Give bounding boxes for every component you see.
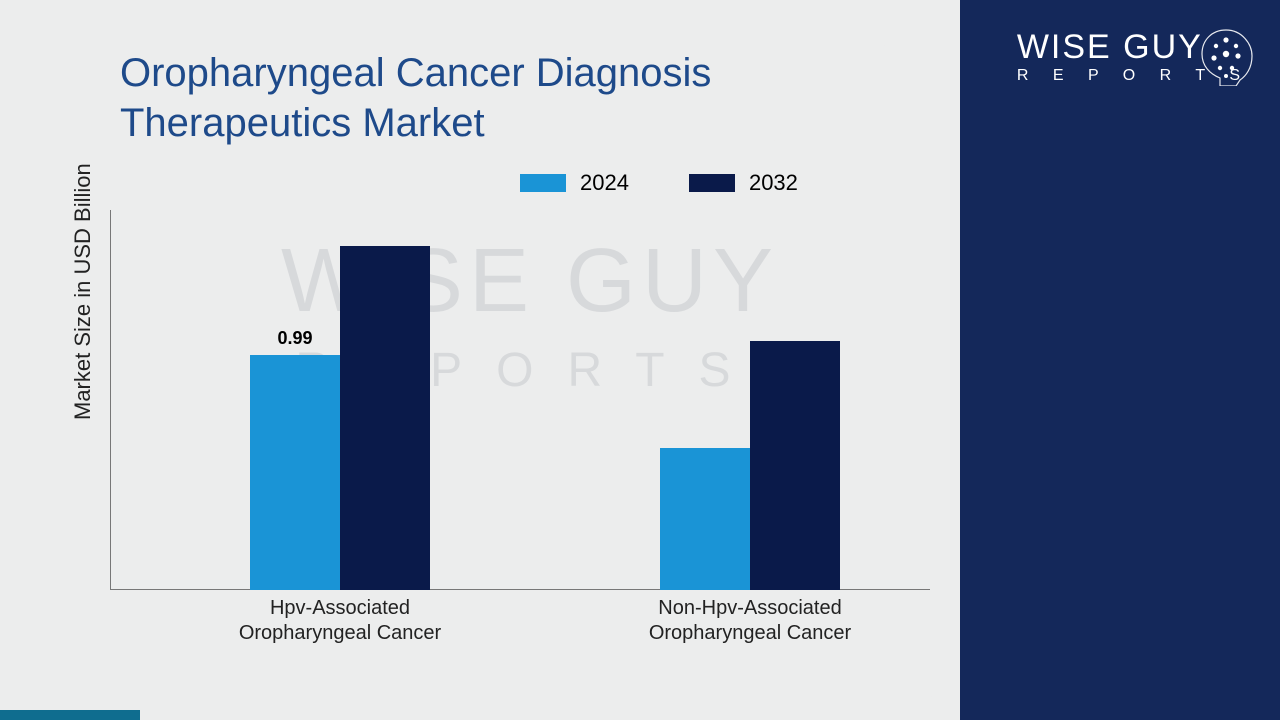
bar [750,341,840,590]
bar [340,246,430,590]
chart-canvas: WISE GUY REPORTS WISE GUY R E P O R T S … [0,0,1280,720]
brand-side-panel [960,0,1280,720]
brand-logo: WISE GUY R E P O R T S [1017,30,1250,84]
chart-title: Oropharyngeal Cancer Diagnosis Therapeut… [120,48,840,148]
legend-item-2024: 2024 [520,170,629,196]
category-label: Non-Hpv-Associated Oropharyngeal Cancer [630,596,870,646]
legend-swatch-2032 [689,174,735,192]
bar-group: Non-Hpv-Associated Oropharyngeal Cancer [660,341,840,590]
logo-head-icon [1196,26,1256,86]
y-axis-line [110,210,111,590]
category-label: Hpv-Associated Oropharyngeal Cancer [220,596,460,646]
plot-area: 0.99Hpv-Associated Oropharyngeal Cancer N… [110,210,930,590]
y-axis-label: Market Size in USD Billion [70,163,96,420]
bar [660,448,750,591]
legend-swatch-2024 [520,174,566,192]
bar-value-label: 0.99 [250,328,340,349]
legend: 2024 2032 [520,170,798,196]
bar [250,355,340,590]
footer-accent-strip [0,710,140,720]
legend-label-2024: 2024 [580,170,629,196]
legend-label-2032: 2032 [749,170,798,196]
legend-item-2032: 2032 [689,170,798,196]
bar-group: 0.99Hpv-Associated Oropharyngeal Cancer [250,246,430,590]
